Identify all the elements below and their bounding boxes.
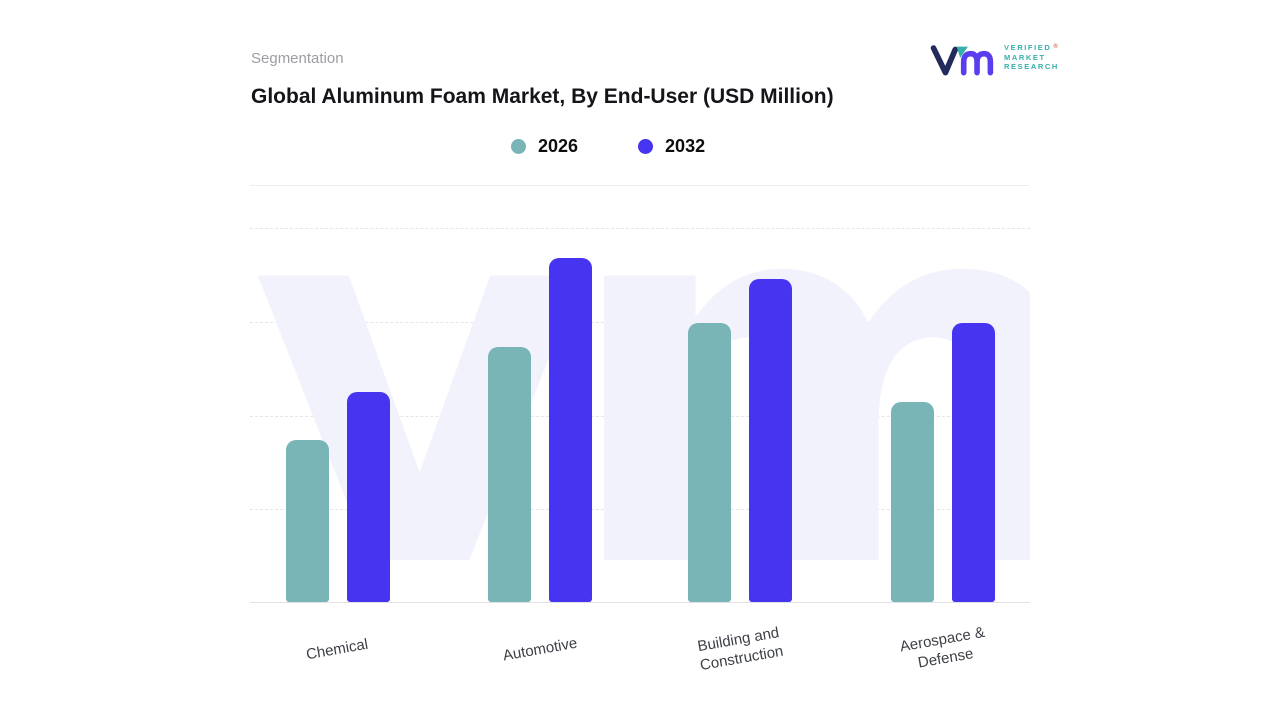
legend-item-2026: 2026 <box>511 136 578 157</box>
bar-2026-2 <box>688 323 731 602</box>
registered-mark: ® <box>1053 44 1058 50</box>
legend-label-2026: 2026 <box>538 136 579 156</box>
eyebrow-label: Segmentation <box>251 50 344 67</box>
vmr-logo-text: VERIFIED ® MARKET RESEARCH <box>1004 43 1059 72</box>
vmr-logo: VERIFIED ® MARKET RESEARCH <box>930 40 1059 80</box>
bar-2032-3 <box>952 323 995 602</box>
x-tick-building-construction: Building and Construction <box>696 624 785 675</box>
bar-2026-3 <box>891 402 934 602</box>
legend-swatch-2032-icon <box>638 139 654 154</box>
x-axis-labels: Chemical Automotive Building and Constru… <box>0 624 1280 675</box>
bar-2032-1 <box>549 258 592 602</box>
bar-2026-1 <box>488 347 531 602</box>
gridline-3 <box>250 322 1030 323</box>
x-tick-aerospace-defense: Aerospace & Defense <box>898 623 987 672</box>
vmr-logo-mark-icon <box>930 45 994 76</box>
chart-legend: 2026 2032 <box>511 136 705 157</box>
bar-2026-0 <box>286 440 329 602</box>
legend-label-2032: 2032 <box>665 136 706 156</box>
vmr-logo-line3: RESEARCH <box>1004 62 1059 71</box>
bar-2032-0 <box>347 392 390 602</box>
legend-swatch-2026-icon <box>511 139 526 154</box>
gridline-1 <box>250 509 1030 510</box>
gridline-4 <box>250 228 1030 229</box>
x-tick-automotive: Automotive <box>501 634 579 664</box>
plot-area: vm <box>250 228 1030 603</box>
chart-title: Global Aluminum Foam Market, By End-User… <box>251 85 834 108</box>
gridline-2 <box>250 416 1030 417</box>
x-tick-chemical: Chemical <box>304 635 370 663</box>
legend-item-2032: 2032 <box>638 136 705 157</box>
bar-2032-2 <box>749 279 792 602</box>
header-divider <box>250 185 1029 186</box>
vmr-logo-line1: VERIFIED <box>1004 43 1052 52</box>
vmr-logo-line2: MARKET <box>1004 52 1046 62</box>
x-axis-baseline <box>250 602 1030 603</box>
